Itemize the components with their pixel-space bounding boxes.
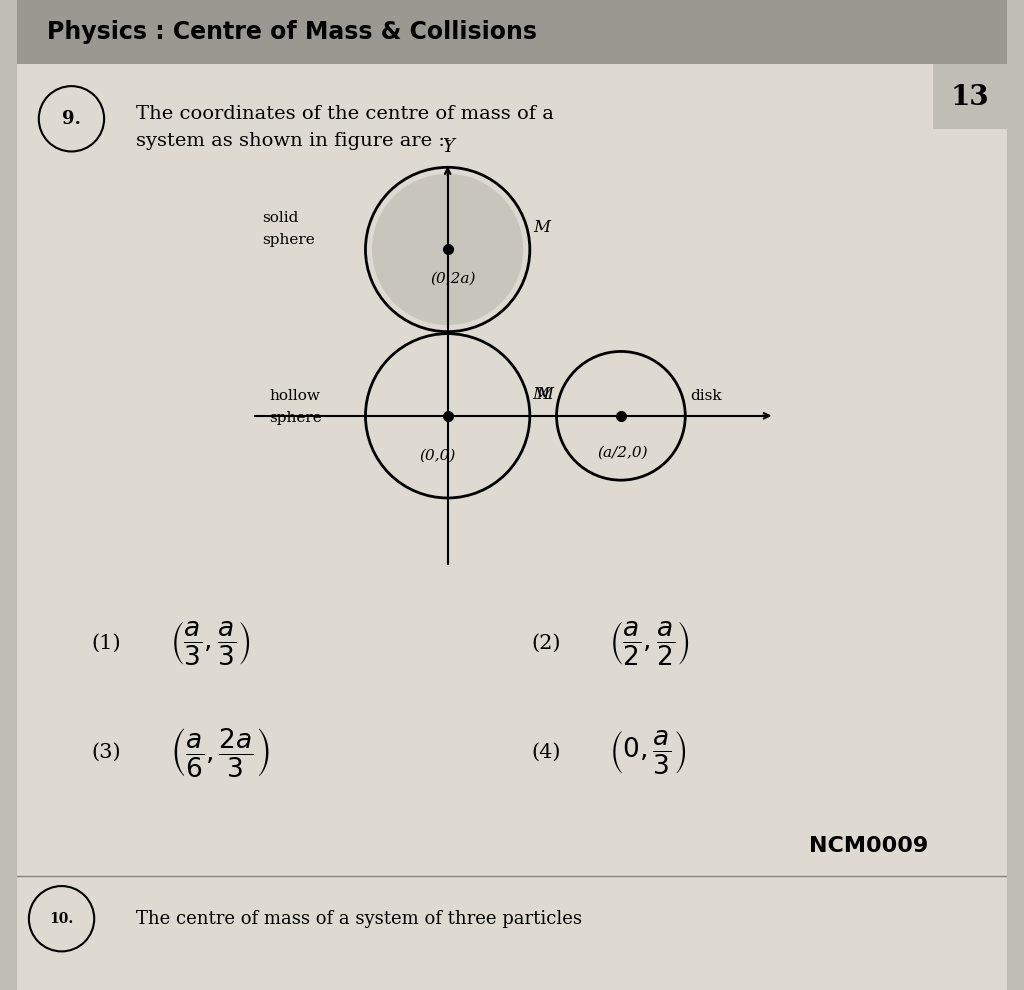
Text: sphere: sphere — [262, 233, 315, 247]
Text: (a/2,0): (a/2,0) — [598, 446, 648, 459]
Text: M: M — [532, 219, 550, 237]
Text: The centre of mass of a system of three particles: The centre of mass of a system of three … — [136, 910, 582, 928]
Text: 13: 13 — [950, 83, 989, 111]
Text: sphere: sphere — [269, 411, 323, 425]
Text: $\left(\dfrac{a}{6},\dfrac{2a}{3}\right)$: $\left(\dfrac{a}{6},\dfrac{2a}{3}\right)… — [170, 726, 270, 779]
Text: (1): (1) — [91, 634, 121, 653]
Text: disk: disk — [690, 389, 722, 403]
Circle shape — [372, 174, 523, 325]
Text: 10.: 10. — [49, 912, 74, 926]
Text: M: M — [537, 385, 554, 403]
Circle shape — [39, 86, 104, 151]
Text: (0,2a): (0,2a) — [430, 271, 475, 285]
Text: $\left(\dfrac{a}{3},\dfrac{a}{3}\right)$: $\left(\dfrac{a}{3},\dfrac{a}{3}\right)$ — [170, 620, 251, 667]
Text: (0,0): (0,0) — [420, 448, 456, 462]
Text: Physics : Centre of Mass & Collisions: Physics : Centre of Mass & Collisions — [47, 20, 537, 44]
Text: The coordinates of the centre of mass of a: The coordinates of the centre of mass of… — [136, 105, 554, 123]
Text: system as shown in figure are :-: system as shown in figure are :- — [136, 132, 452, 149]
Bar — [933, 64, 1007, 129]
Text: (4): (4) — [531, 742, 561, 762]
Text: solid: solid — [262, 211, 299, 225]
Text: hollow: hollow — [269, 389, 321, 403]
Text: (2): (2) — [531, 634, 561, 653]
Text: NCM0009: NCM0009 — [809, 837, 928, 856]
Text: Y: Y — [441, 139, 454, 156]
Text: $\left(\dfrac{a}{2},\dfrac{a}{2}\right)$: $\left(\dfrac{a}{2},\dfrac{a}{2}\right)$ — [609, 620, 689, 667]
Bar — [17, 0, 1007, 64]
Text: 9.: 9. — [62, 110, 81, 128]
Text: (3): (3) — [91, 742, 121, 762]
Text: $\left(0,\dfrac{a}{3}\right)$: $\left(0,\dfrac{a}{3}\right)$ — [609, 729, 686, 776]
Circle shape — [29, 886, 94, 951]
Text: M: M — [531, 385, 549, 403]
